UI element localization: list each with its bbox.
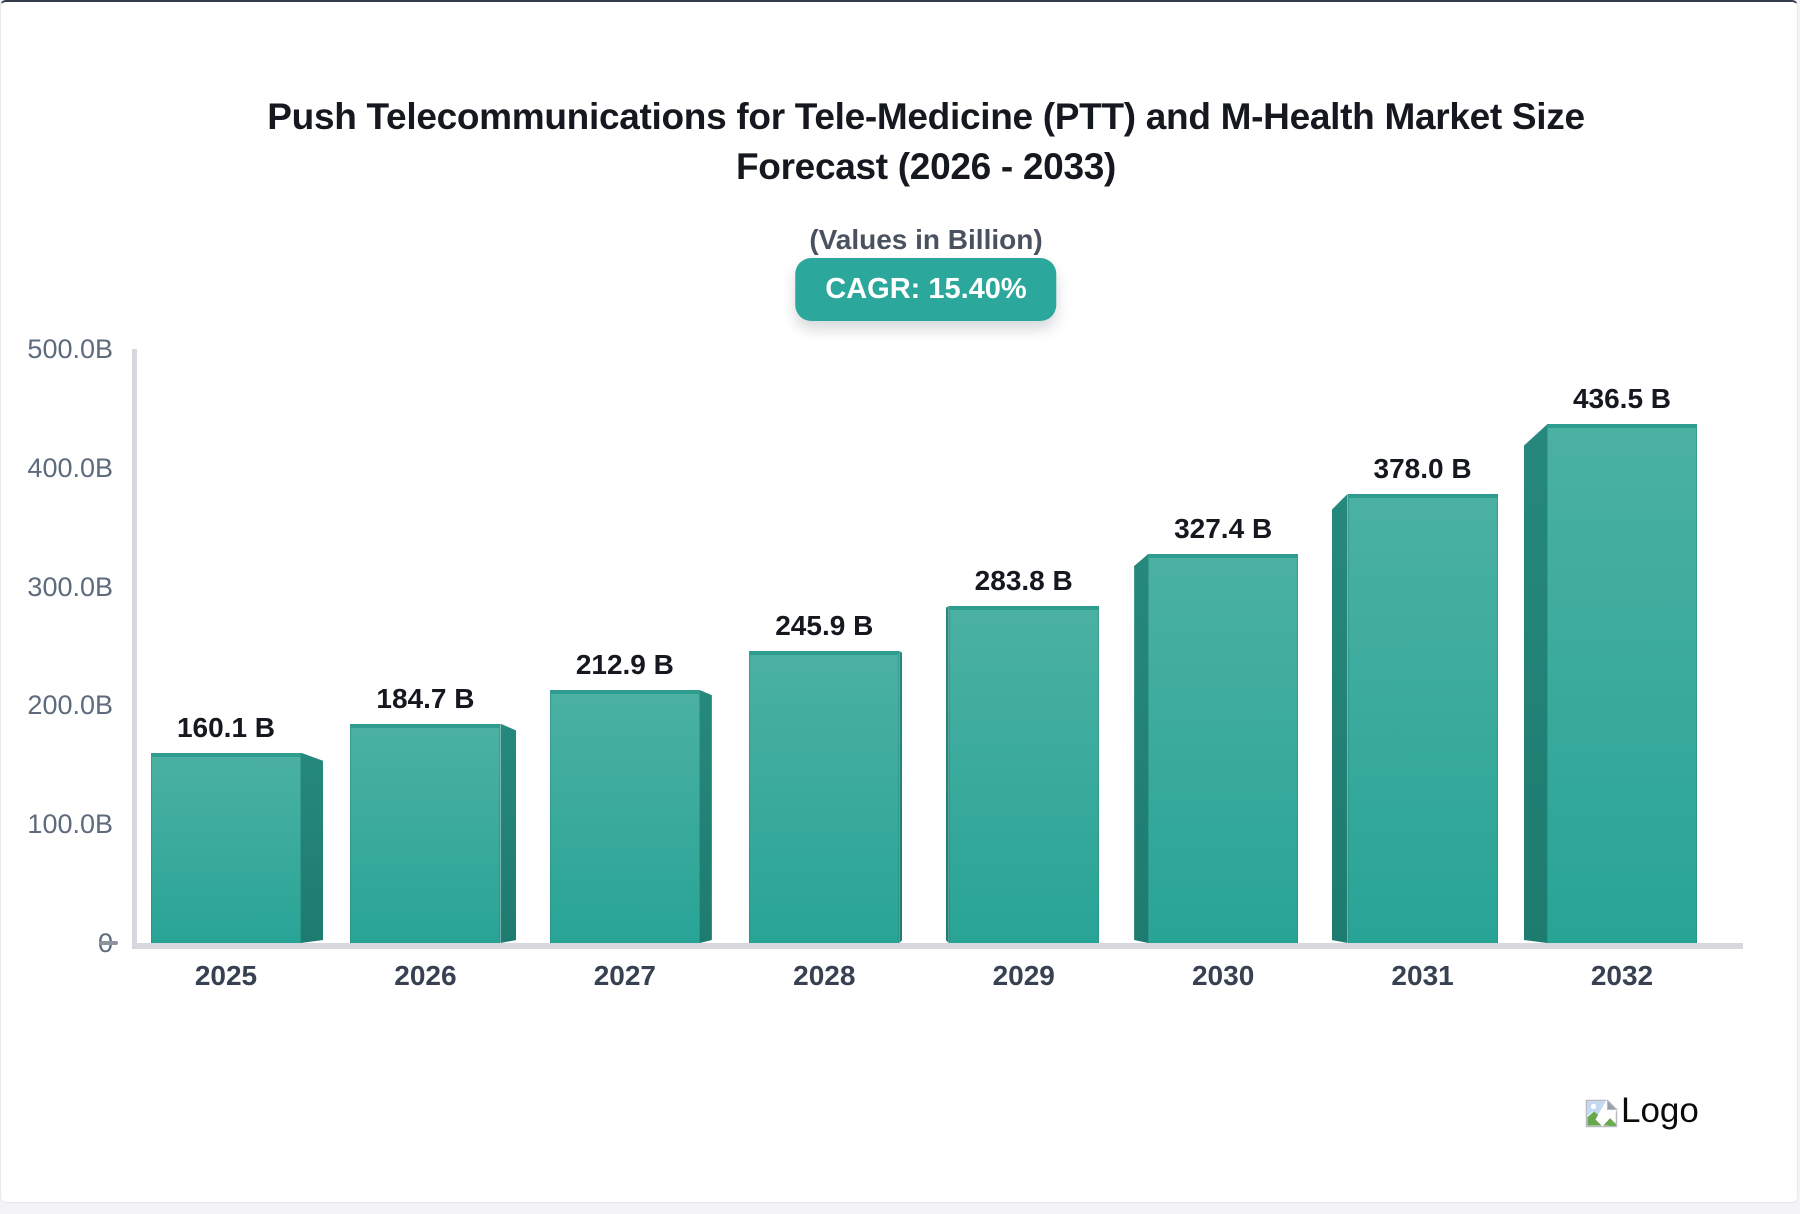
y-axis-label: 500.0B <box>27 334 113 364</box>
bar[interactable] <box>1347 493 1498 943</box>
bar[interactable] <box>948 605 1099 943</box>
bar[interactable] <box>151 752 301 943</box>
bar-value-label: 184.7 B <box>376 682 475 714</box>
y-axis-label: 400.0B <box>27 452 113 483</box>
bar-value-label: 327.4 B <box>1174 513 1273 545</box>
x-axis-label: 2026 <box>394 960 457 991</box>
y-axis-line <box>132 349 137 943</box>
bar[interactable] <box>350 723 501 943</box>
bar[interactable] <box>1148 554 1299 943</box>
bar-value-label: 283.8 B <box>974 564 1073 596</box>
logo: Logo <box>1585 1092 1699 1130</box>
x-axis-label: 2030 <box>1191 960 1255 991</box>
bar-side-face <box>500 724 516 943</box>
chart-title-line2: Forecast (2026 - 2033) <box>735 146 1117 187</box>
bar-side-face <box>1134 554 1148 943</box>
bar-side-face <box>700 690 712 943</box>
bar-side-face <box>1524 424 1547 943</box>
x-axis-label: 2031 <box>1391 960 1454 991</box>
bar[interactable] <box>749 650 900 943</box>
x-axis-label: 2029 <box>992 960 1055 991</box>
bar-side-face <box>1332 494 1348 943</box>
bar-side-face <box>946 606 949 943</box>
bar-value-label: 160.1 B <box>176 711 276 743</box>
y-axis-label: 100.0B <box>27 809 113 840</box>
broken-image-icon <box>1585 1099 1618 1128</box>
bar-side-face <box>301 753 323 943</box>
y-axis-label: 0 <box>1 927 113 959</box>
y-axis-label: 300.0B <box>27 571 113 602</box>
x-axis-label: 2025 <box>194 960 258 991</box>
cagr-badge: CAGR: 15.40% <box>795 258 1057 321</box>
bar-value-label: 212.9 B <box>575 649 674 681</box>
chart-subtitle: (Values in Billion) <box>809 224 1043 255</box>
chart-title: Push Telecommunications for Tele-Medicin… <box>51 92 1800 192</box>
x-axis-label: 2028 <box>793 960 856 991</box>
x-axis-line <box>132 943 1743 949</box>
x-axis-label: 2032 <box>1590 960 1654 991</box>
bar-side-face <box>899 651 902 943</box>
x-axis-tick <box>99 941 118 945</box>
bar-value-label: 245.9 B <box>775 609 874 641</box>
logo-alt-text: Logo <box>1621 1091 1699 1130</box>
x-axis-label: 2027 <box>593 960 656 991</box>
bar[interactable] <box>1547 424 1697 943</box>
bar-value-label: 436.5 B <box>1572 383 1672 415</box>
y-axis-label: 200.0B <box>27 690 113 721</box>
bar[interactable] <box>549 690 700 943</box>
chart-title-line1: Push Telecommunications for Tele-Medicin… <box>267 96 1585 137</box>
bar-value-label: 378.0 B <box>1373 452 1472 484</box>
